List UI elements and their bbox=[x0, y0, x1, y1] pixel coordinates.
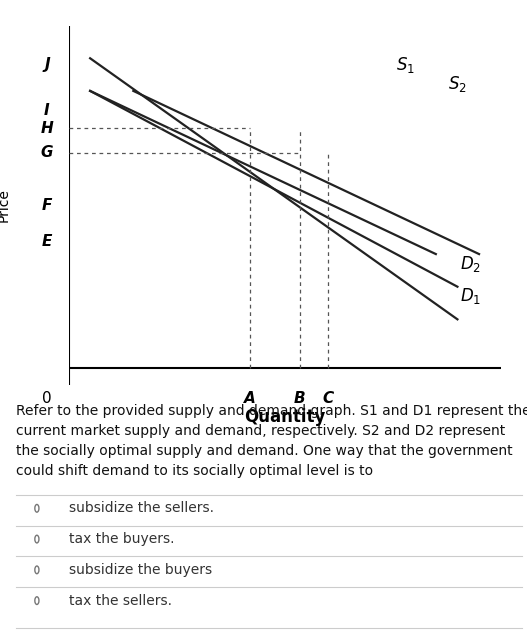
Text: 0: 0 bbox=[42, 391, 52, 406]
Text: $S_1$: $S_1$ bbox=[396, 54, 415, 75]
Text: subsidize the sellers.: subsidize the sellers. bbox=[69, 501, 213, 515]
Text: G: G bbox=[41, 146, 53, 160]
Text: subsidize the buyers: subsidize the buyers bbox=[69, 563, 212, 577]
Text: A: A bbox=[244, 391, 256, 406]
Text: $D_1$: $D_1$ bbox=[460, 287, 481, 306]
Text: tax the sellers.: tax the sellers. bbox=[69, 594, 171, 608]
Text: C: C bbox=[322, 391, 334, 406]
Text: $D_2$: $D_2$ bbox=[460, 254, 481, 274]
Text: $S_2$: $S_2$ bbox=[448, 74, 467, 94]
Text: B: B bbox=[294, 391, 306, 406]
Text: Quantity: Quantity bbox=[244, 408, 325, 426]
Text: tax the buyers.: tax the buyers. bbox=[69, 532, 174, 546]
Text: J: J bbox=[44, 57, 50, 72]
Text: Refer to the provided supply and demand graph. S1 and D1 represent the
current m: Refer to the provided supply and demand … bbox=[16, 404, 527, 478]
Text: Price: Price bbox=[0, 188, 11, 222]
Text: F: F bbox=[42, 197, 52, 213]
Text: E: E bbox=[42, 233, 52, 249]
Text: H: H bbox=[41, 121, 53, 136]
Text: I: I bbox=[44, 103, 50, 118]
